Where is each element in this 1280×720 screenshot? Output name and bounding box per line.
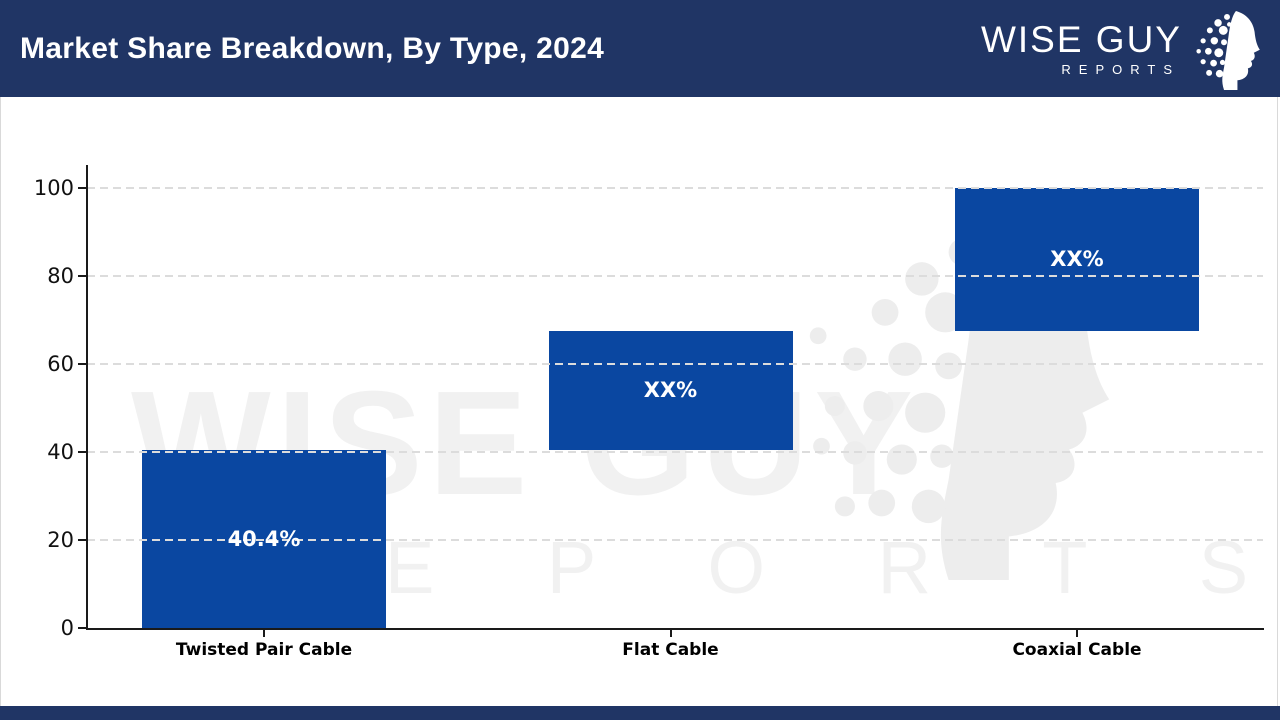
gridline — [87, 450, 1263, 453]
y-axis-tick — [78, 362, 87, 365]
x-axis-tick — [263, 629, 265, 637]
logo-subtitle: REPORTS — [1061, 61, 1180, 77]
gridline — [87, 362, 1263, 365]
wiseguy-logo: WISE GUY REPORTS — [981, 6, 1266, 92]
x-category-label: Twisted Pair Cable — [175, 640, 353, 660]
bar-value-label: XX% — [1050, 247, 1104, 272]
gridline — [87, 186, 1263, 189]
y-tick-label: 20 — [47, 527, 74, 552]
y-tick-label: 100 — [33, 175, 74, 200]
y-tick-label: 60 — [47, 351, 74, 376]
x-category-label: Flat Cable — [622, 640, 719, 660]
x-category-label: Coaxial Cable — [1012, 640, 1142, 660]
gridline — [87, 538, 1263, 541]
x-axis-line — [86, 628, 1264, 630]
y-tick-label: 80 — [47, 263, 74, 288]
footer-bar — [0, 706, 1280, 720]
bar — [955, 187, 1199, 332]
y-axis-tick — [78, 274, 87, 277]
wiseguy-head-logo-icon — [1196, 10, 1260, 90]
bar-value-label: 40.4% — [227, 526, 301, 551]
gridline — [87, 274, 1263, 277]
y-tick-label: 0 — [60, 615, 74, 640]
page-title: Market Share Breakdown, By Type, 2024 — [20, 31, 605, 65]
header-bar: Market Share Breakdown, By Type, 2024 WI… — [0, 0, 1280, 97]
logo-wordmark: WISE GUY — [980, 19, 1182, 61]
y-axis-tick — [78, 626, 87, 629]
bar-value-label: XX% — [643, 378, 698, 403]
y-axis-line — [86, 165, 88, 630]
x-axis-tick — [1076, 629, 1078, 637]
y-axis-tick — [78, 450, 87, 453]
x-axis-tick — [669, 629, 672, 637]
y-tick-label: 40 — [47, 439, 74, 464]
y-axis-tick — [78, 186, 87, 189]
bar — [548, 331, 793, 450]
y-axis-tick — [78, 538, 87, 541]
